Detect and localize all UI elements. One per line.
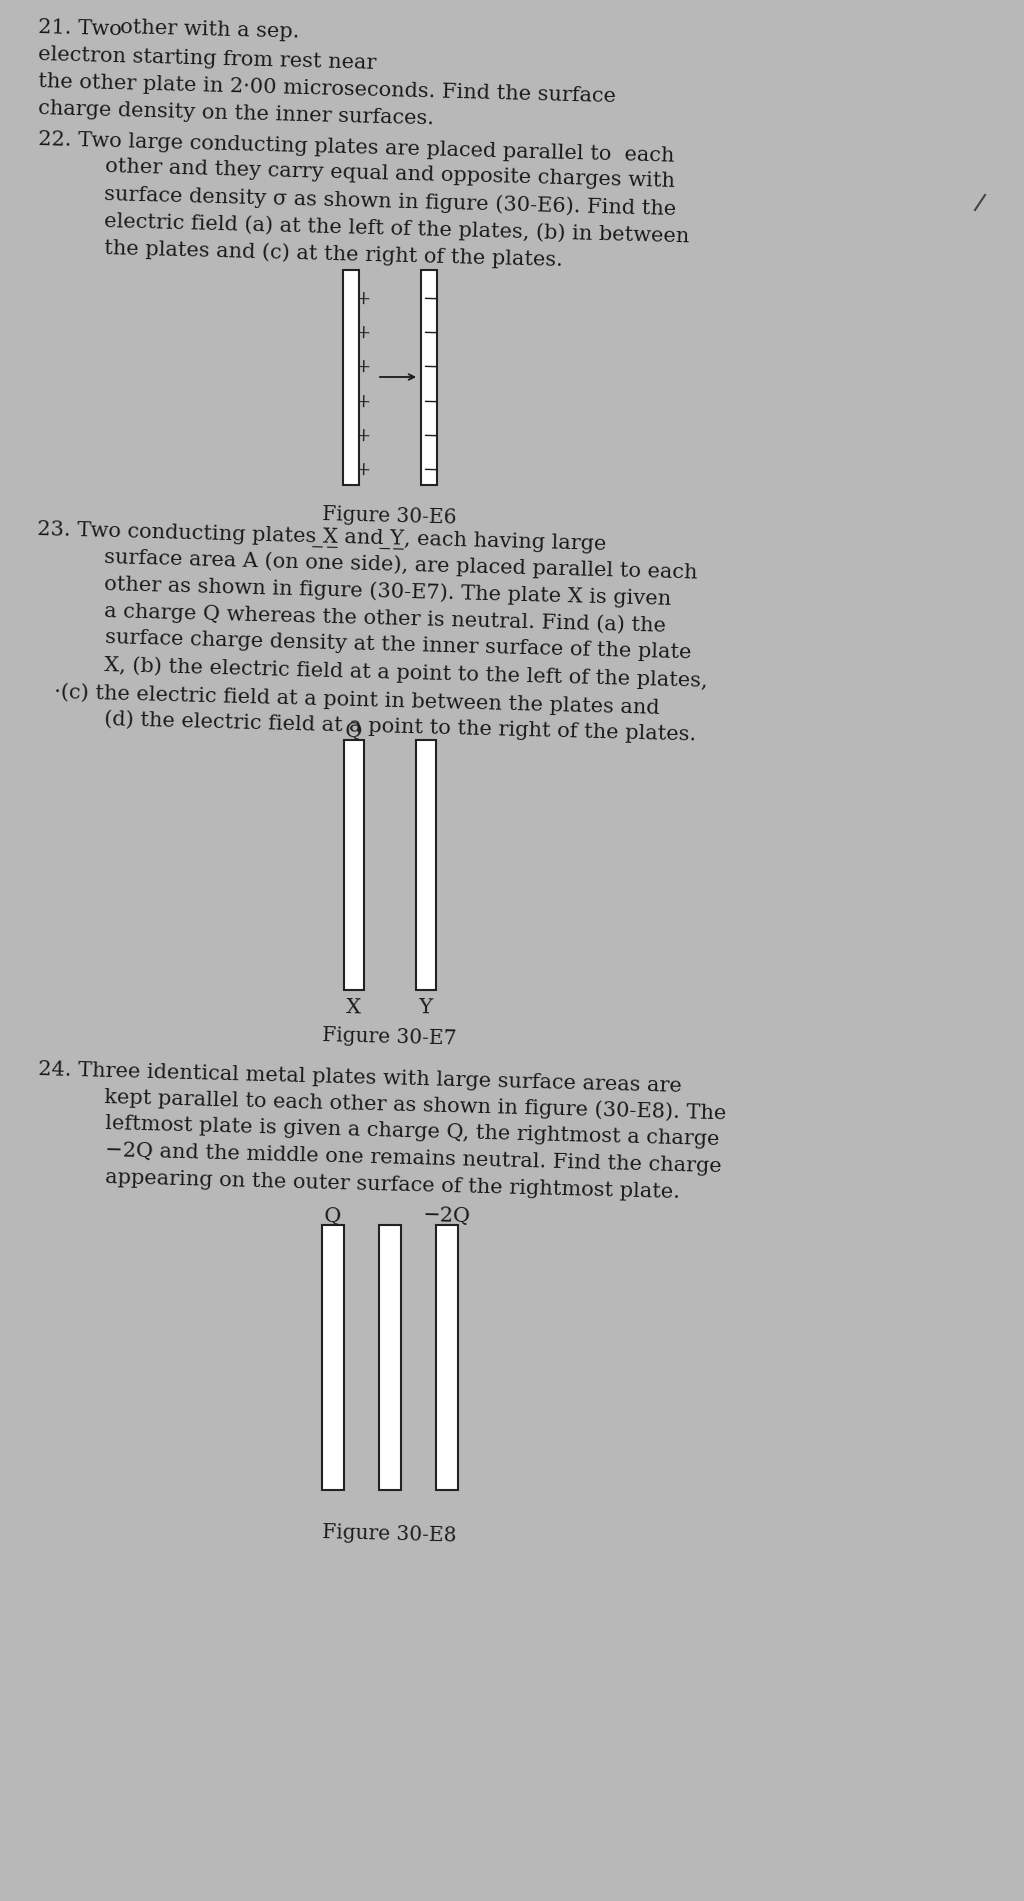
Text: +: + [354, 359, 371, 376]
Text: surface charge density at the inner surface of the plate: surface charge density at the inner surf… [104, 627, 691, 662]
Bar [416, 739, 436, 990]
Text: −: − [422, 394, 437, 411]
Text: Y: Y [419, 998, 433, 1017]
Text: +: + [354, 291, 371, 308]
Text: −2Q: −2Q [423, 1207, 471, 1226]
Text: +: + [354, 426, 371, 445]
Text: electric field (a) at the left of the plates, (b) in between: electric field (a) at the left of the pl… [104, 211, 690, 245]
Text: −: − [422, 325, 437, 342]
Text: −: − [422, 460, 437, 479]
Text: other and they carry equal and opposite charges with: other and they carry equal and opposite … [104, 158, 675, 190]
Text: appearing on the outer surface of the rightmost plate.: appearing on the outer surface of the ri… [104, 1167, 680, 1201]
Text: ·(c) the electric field at a point in between the plates and: ·(c) the electric field at a point in be… [54, 682, 660, 717]
Text: +: + [354, 325, 371, 342]
Text: other as shown in figure (30-E7). The plate X is given: other as shown in figure (30-E7). The pl… [104, 574, 672, 608]
Text: surface area A (on one side), are placed parallel to each: surface area A (on one side), are placed… [104, 547, 698, 582]
Bar [421, 270, 437, 485]
Bar [436, 1224, 458, 1490]
Text: surface density σ as shown in figure (30-E6). Find the: surface density σ as shown in figure (30… [104, 184, 677, 219]
Text: Q: Q [345, 722, 362, 741]
Text: other with a sep.: other with a sep. [120, 17, 299, 42]
Text: Q: Q [324, 1207, 341, 1226]
Text: −: − [422, 359, 437, 376]
Text: +: + [354, 394, 371, 411]
Text: the plates and (c) at the right of the plates.: the plates and (c) at the right of the p… [104, 238, 563, 270]
Bar [322, 1224, 344, 1490]
Text: −: − [422, 291, 437, 308]
Text: 24. Three identical metal plates with large surface areas are: 24. Three identical metal plates with la… [38, 1061, 682, 1095]
Text: electron starting from rest near: electron starting from rest near [38, 46, 376, 72]
Text: kept parallel to each other as shown in figure (30-E8). The: kept parallel to each other as shown in … [104, 1087, 727, 1123]
Text: −: − [422, 426, 437, 445]
Bar [379, 1224, 401, 1490]
Text: Figure 30-E7: Figure 30-E7 [323, 1027, 457, 1049]
Text: −2Q and the middle one remains neutral. Find the charge: −2Q and the middle one remains neutral. … [104, 1141, 722, 1177]
Text: 23. Two conducting plates ̲X̲ and ̲Y̲, each having large: 23. Two conducting plates ̲X̲ and ̲Y̲, e… [38, 521, 607, 555]
Text: the other plate in 2·00 microseconds. Find the surface: the other plate in 2·00 microseconds. Fi… [38, 72, 615, 106]
Bar [343, 270, 359, 485]
Text: a charge Q whereas the other is neutral. Find (a) the: a charge Q whereas the other is neutral.… [104, 601, 667, 635]
Text: X, (b) the electric field at a point to the left of the plates,: X, (b) the electric field at a point to … [104, 656, 709, 690]
Text: leftmost plate is given a charge Q, the rightmost a charge: leftmost plate is given a charge Q, the … [104, 1114, 719, 1148]
Text: X: X [346, 998, 361, 1017]
Text: 22. Two large conducting plates are placed parallel to  each: 22. Two large conducting plates are plac… [38, 129, 674, 165]
Text: Figure 30-E8: Figure 30-E8 [323, 1523, 457, 1546]
Text: +: + [354, 460, 371, 479]
Text: (d) the electric field at a point to the right of the plates.: (d) the electric field at a point to the… [104, 709, 697, 743]
Text: Figure 30-E6: Figure 30-E6 [323, 506, 457, 528]
Bar [344, 739, 364, 990]
Text: 21. Two: 21. Two [38, 17, 122, 40]
Text: charge density on the inner surfaces.: charge density on the inner surfaces. [38, 99, 434, 129]
